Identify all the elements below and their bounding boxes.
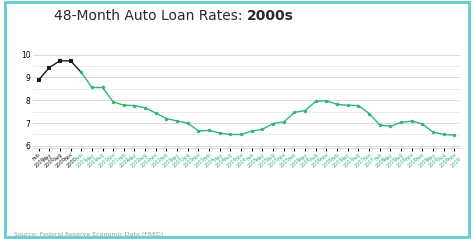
- Text: Source: Federal Reserve Economic Data (FRED): Source: Federal Reserve Economic Data (F…: [14, 232, 164, 237]
- Text: 2000s: 2000s: [246, 9, 293, 23]
- Text: 48-Month Auto Loan Rates:: 48-Month Auto Loan Rates:: [54, 9, 246, 23]
